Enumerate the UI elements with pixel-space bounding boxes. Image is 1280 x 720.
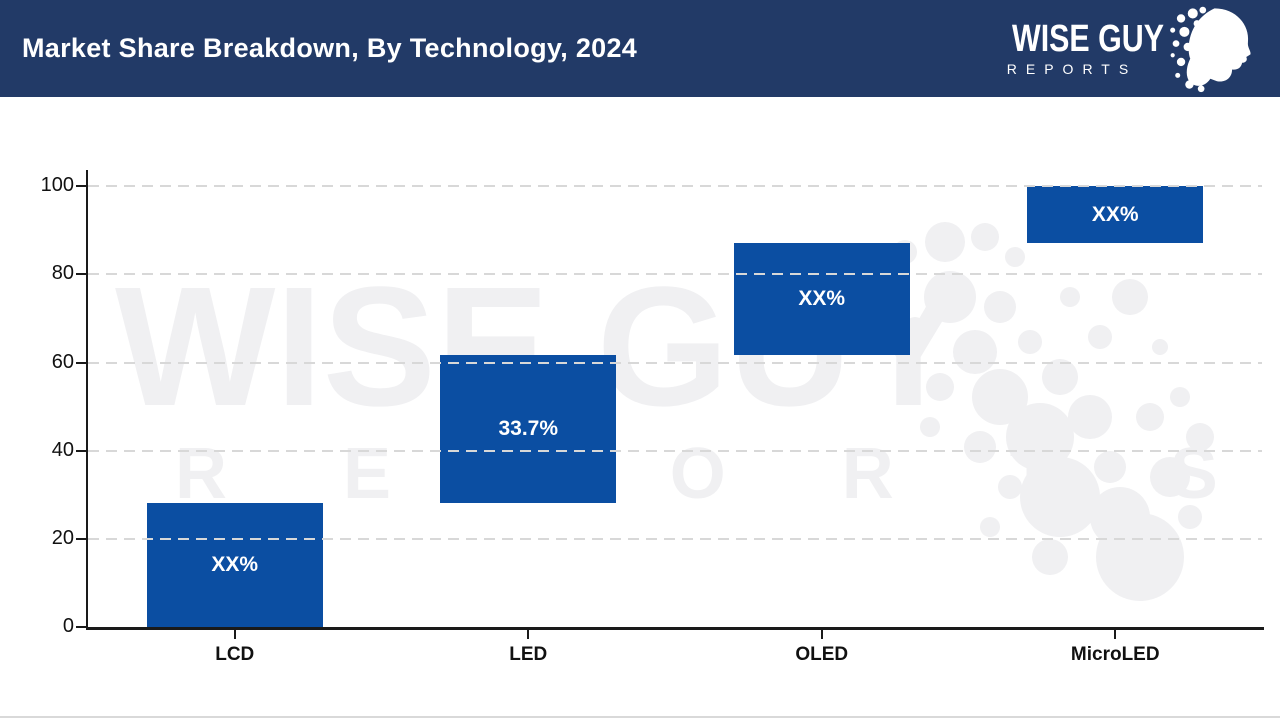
bar-value-label: XX%: [1091, 202, 1139, 226]
gridline: [88, 273, 1262, 276]
bar-value-label: XX%: [798, 286, 846, 310]
logo: WISE GUY REPORTS: [974, 5, 1258, 93]
bar-microled: [1027, 186, 1204, 244]
y-tick-label: 0: [62, 615, 74, 637]
page-title: Market Share Breakdown, By Technology, 2…: [22, 33, 638, 63]
x-axis-label: OLED: [795, 644, 849, 665]
logo-head-icon: [1170, 6, 1251, 92]
y-tick-label: 40: [51, 438, 74, 461]
bottom-divider: [0, 716, 1280, 718]
x-axis-label: LCD: [215, 644, 255, 665]
y-tick-label: 80: [51, 262, 74, 285]
gridline: [88, 185, 1262, 188]
bar-value-label: XX%: [211, 553, 259, 577]
x-tick-mark: [820, 630, 823, 639]
x-tick-mark: [1114, 630, 1117, 639]
bar-led: [440, 354, 617, 504]
chart: 0 20 40 60 80 100 XX% LCD 33.7% LED XX% OLED XX% Micr…: [0, 97, 1280, 717]
x-axis-label: MicroLED: [1070, 644, 1160, 665]
bar-lcd: [146, 503, 323, 627]
y-axis-line: [86, 170, 88, 630]
header: Market Share Breakdown, By Technology, 2…: [0, 0, 1280, 97]
gridline: [88, 449, 1262, 452]
y-tick-mark: [76, 626, 86, 628]
logo-wordmark: WISE GUY: [1011, 18, 1164, 60]
y-tick-mark: [76, 537, 86, 540]
bar-value-label: 33.7%: [498, 416, 559, 440]
y-tick-mark: [76, 273, 86, 276]
y-tick-mark: [76, 361, 86, 364]
gridline: [88, 361, 1262, 364]
logo-subtext: REPORTS: [1006, 61, 1138, 77]
y-tick-label: 20: [51, 526, 74, 549]
gridline: [88, 537, 1262, 540]
x-axis-label: LED: [509, 644, 548, 665]
x-tick-mark: [233, 630, 236, 639]
logo-text: WISE GUY REPORTS: [974, 20, 1164, 77]
plot-area: 0 20 40 60 80 100 XX% LCD 33.7% LED XX% OLED XX% Micr…: [41, 170, 1264, 665]
y-tick-mark: [76, 449, 86, 452]
y-tick-mark: [76, 185, 86, 188]
y-tick-label: 100: [40, 174, 74, 197]
bar-oled: [733, 243, 910, 355]
x-tick-mark: [527, 630, 530, 639]
y-tick-label: 60: [51, 350, 74, 373]
x-axis-line: [86, 627, 1264, 630]
